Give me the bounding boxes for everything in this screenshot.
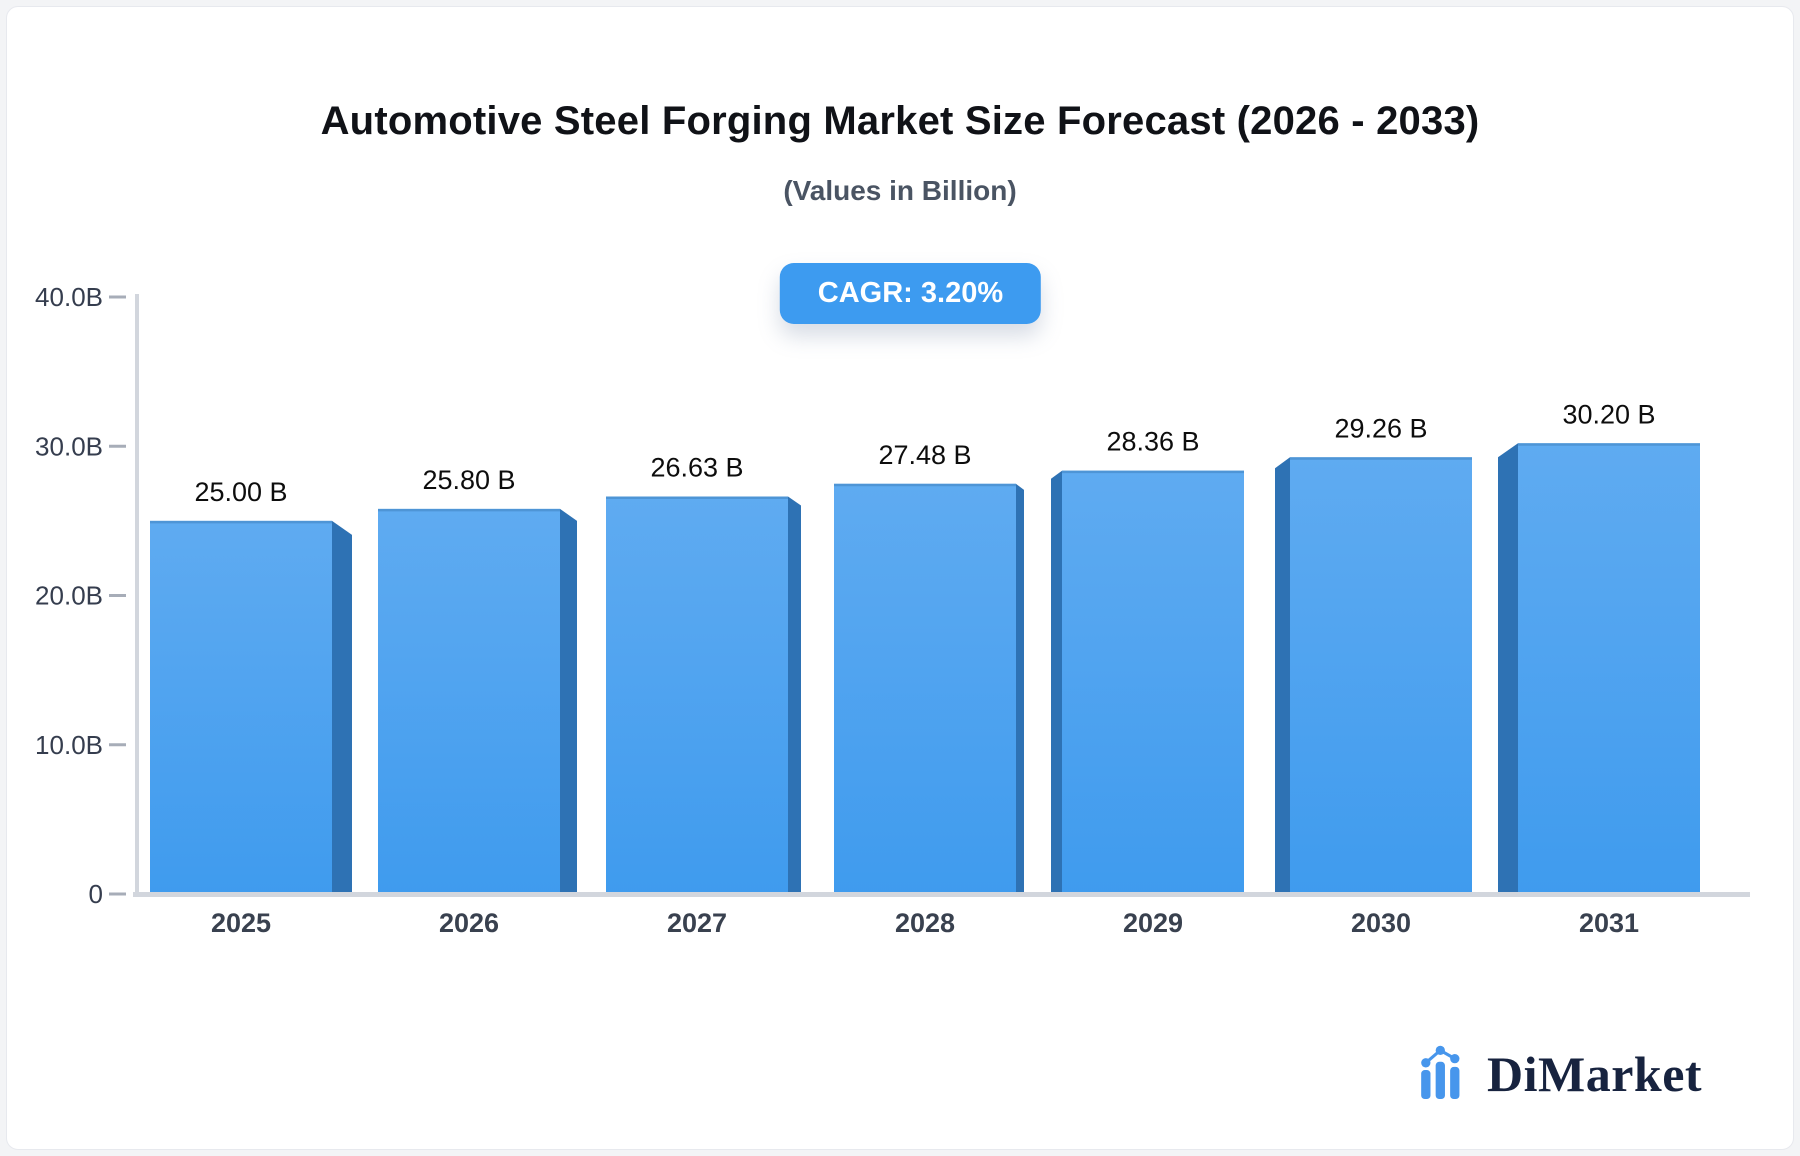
- x-axis-line: [133, 892, 1750, 897]
- y-axis-label: 0: [89, 879, 103, 909]
- bar-side-2028: [1016, 483, 1024, 894]
- bar-2028: [834, 483, 1016, 894]
- bar-value-label: 25.00 B: [194, 477, 287, 507]
- x-axis-label: 2029: [1123, 908, 1183, 938]
- y-tick-mark: [109, 594, 126, 597]
- y-axis-label: 30.0B: [35, 431, 103, 461]
- bar-value-label: 26.63 B: [650, 453, 743, 483]
- x-axis-label: 2027: [667, 908, 727, 938]
- bar-side-2031: [1498, 443, 1518, 894]
- y-axis-label: 10.0B: [35, 730, 103, 760]
- x-axis-label: 2028: [895, 908, 955, 938]
- bar-side-2025: [332, 520, 352, 894]
- x-axis-label: 2025: [211, 908, 271, 938]
- bar-chart: 0 10.0B 20.0B 30.0B 40.0B 25.00 B 2025 25.80 B 2…: [35, 282, 1750, 938]
- x-axis-label: 2031: [1579, 908, 1639, 938]
- bar-side-2029: [1051, 470, 1062, 894]
- bar-value-label: 29.26 B: [1334, 413, 1427, 443]
- bar-value-label: 27.48 B: [878, 440, 971, 470]
- brand-logo: DiMarket: [1419, 1039, 1702, 1099]
- chart-title: Automotive Steel Forging Market Size For…: [320, 99, 1480, 143]
- bar-value-label: 28.36 B: [1106, 427, 1199, 457]
- bar-side-2027: [788, 496, 801, 894]
- y-axis-line: [135, 294, 139, 894]
- y-axis-label: 40.0B: [35, 282, 103, 312]
- brand-name: DiMarket: [1487, 1046, 1703, 1102]
- chart-card: Automotive Steel Forging Market Size For…: [6, 6, 1794, 1150]
- bar-side-2030: [1275, 457, 1290, 894]
- y-tick-mark: [109, 743, 126, 747]
- bar-2025: [150, 520, 332, 894]
- y-axis-label: 20.0B: [35, 581, 103, 611]
- bar-2031: [1518, 443, 1700, 894]
- bar-2030: [1290, 457, 1472, 894]
- y-tick-mark: [109, 444, 126, 448]
- bar-value-label: 30.20 B: [1562, 399, 1655, 429]
- x-axis-label: 2026: [439, 908, 499, 938]
- bar-2029: [1062, 470, 1244, 894]
- x-axis-label: 2030: [1351, 908, 1411, 938]
- bar-2027: [606, 496, 788, 894]
- bar-side-2026: [560, 508, 577, 894]
- bar-chart-logo-icon: [1421, 1045, 1460, 1099]
- y-tick-mark: [109, 892, 126, 896]
- cagr-badge: CAGR: 3.20%: [779, 263, 1042, 324]
- bar-2026: [378, 508, 560, 894]
- chart-subtitle: (Values in Billion): [783, 175, 1017, 206]
- bar-value-label: 25.80 B: [422, 465, 515, 495]
- y-tick-mark: [109, 295, 126, 299]
